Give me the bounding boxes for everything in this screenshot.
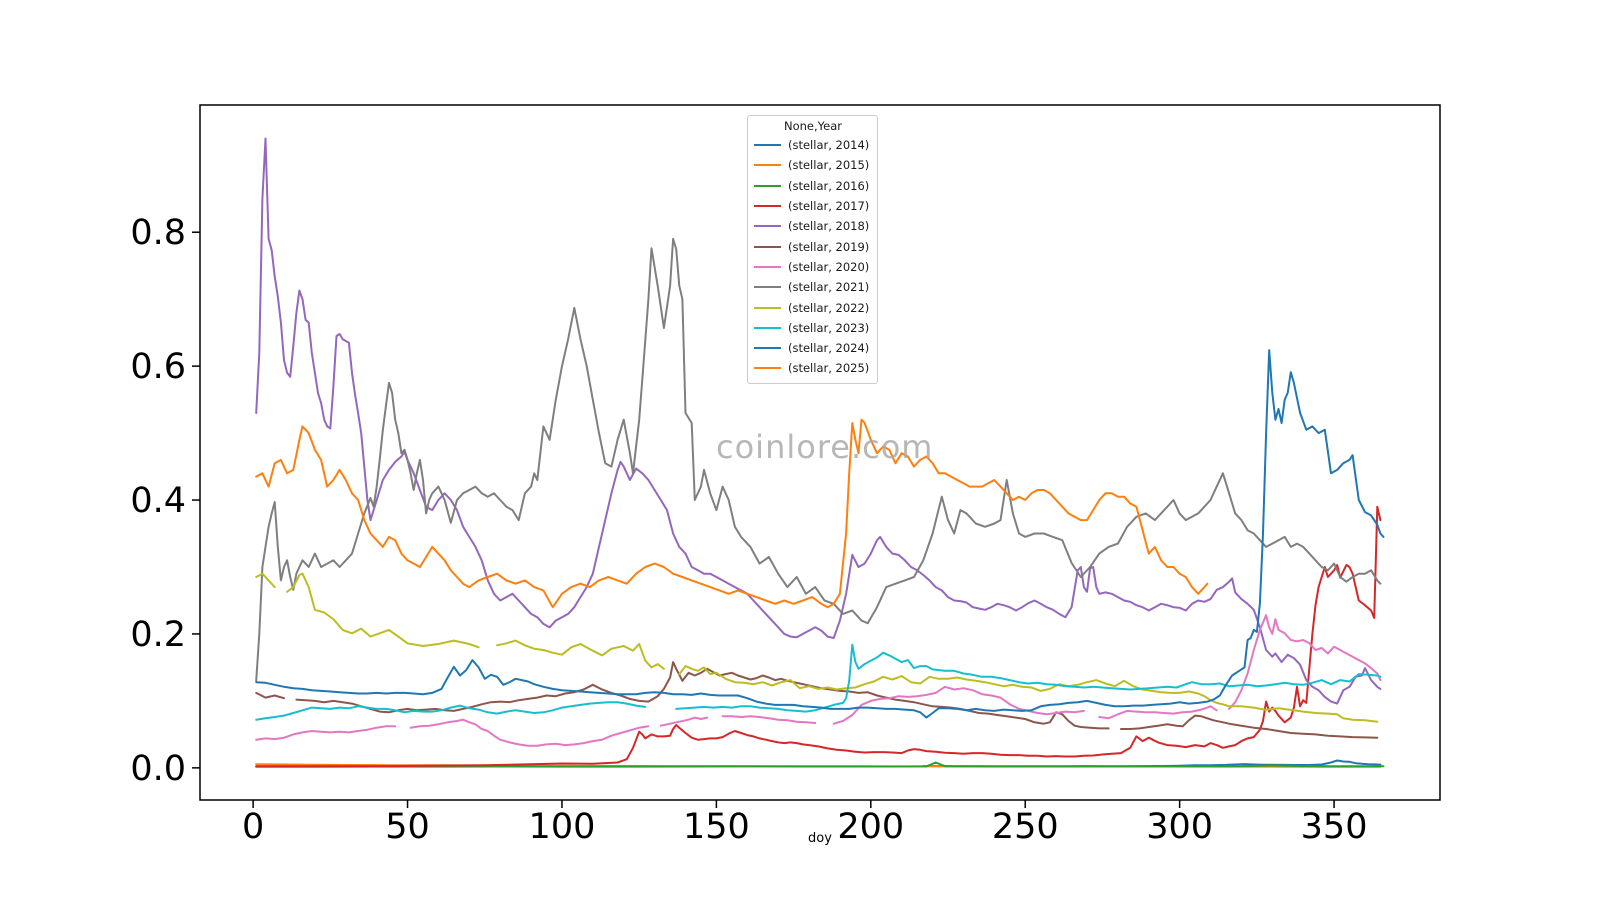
legend-item-2024: (stellar, 2024) bbox=[754, 338, 872, 358]
legend-item-2019: (stellar, 2019) bbox=[754, 236, 872, 256]
x-tick-label: 150 bbox=[683, 807, 750, 847]
legend-label-2023: (stellar, 2023) bbox=[788, 320, 870, 335]
series-line-2020 bbox=[255, 614, 1382, 747]
series-line-2025 bbox=[255, 418, 1209, 609]
legend-items: (stellar, 2014) (stellar, 2015) (stellar, … bbox=[754, 135, 872, 379]
legend-swatch-2023 bbox=[754, 326, 781, 329]
legend-item-2023: (stellar, 2023) bbox=[754, 318, 872, 338]
legend-item-2025: (stellar, 2025) bbox=[754, 358, 872, 378]
legend-item-2015: (stellar, 2015) bbox=[754, 155, 872, 175]
legend-label-2017: (stellar, 2017) bbox=[788, 199, 870, 214]
y-tick-label: 0.8 bbox=[130, 213, 186, 253]
legend-label-2016: (stellar, 2016) bbox=[788, 178, 870, 193]
y-tick-label: 0.4 bbox=[130, 481, 186, 521]
x-tick-label: 50 bbox=[385, 807, 430, 847]
x-tick-label: 200 bbox=[837, 807, 904, 847]
legend-item-2022: (stellar, 2022) bbox=[754, 297, 872, 317]
x-tick-label: 0 bbox=[242, 807, 264, 847]
legend-item-2020: (stellar, 2020) bbox=[754, 257, 872, 277]
legend-label-2019: (stellar, 2019) bbox=[788, 239, 870, 254]
legend-swatch-2016 bbox=[754, 184, 781, 187]
legend-item-2016: (stellar, 2016) bbox=[754, 176, 872, 196]
legend-swatch-2017 bbox=[754, 205, 781, 208]
series-line-2022 bbox=[255, 572, 1379, 723]
legend-swatch-2024 bbox=[754, 347, 781, 350]
legend-swatch-2019 bbox=[754, 245, 781, 248]
x-tick-label: 250 bbox=[992, 807, 1059, 847]
legend-swatch-2025 bbox=[754, 367, 781, 370]
legend-item-2017: (stellar, 2017) bbox=[754, 196, 872, 216]
legend-label-2021: (stellar, 2021) bbox=[788, 280, 870, 295]
legend-label-2020: (stellar, 2020) bbox=[788, 259, 870, 274]
series-line-2023 bbox=[255, 643, 1382, 721]
legend-swatch-2021 bbox=[754, 286, 781, 289]
legend-swatch-2020 bbox=[754, 265, 781, 268]
legend-item-2021: (stellar, 2021) bbox=[754, 277, 872, 297]
legend-label-2024: (stellar, 2024) bbox=[788, 341, 870, 356]
legend-label-2014: (stellar, 2014) bbox=[788, 138, 870, 153]
series-line-2018 bbox=[255, 137, 1382, 705]
x-tick-label: 300 bbox=[1146, 807, 1213, 847]
x-tick-label: 100 bbox=[529, 807, 596, 847]
y-tick-label: 0.2 bbox=[130, 615, 186, 655]
legend-label-2018: (stellar, 2018) bbox=[788, 219, 870, 234]
axes-frame bbox=[199, 104, 1441, 801]
series-line-2016 bbox=[255, 761, 1385, 768]
legend: None,Year (stellar, 2014) (stellar, 2015)… bbox=[747, 115, 878, 384]
legend-item-2018: (stellar, 2018) bbox=[754, 216, 872, 236]
series-line-2024 bbox=[255, 349, 1385, 719]
x-axis-label: doy bbox=[808, 831, 832, 846]
legend-label-2025: (stellar, 2025) bbox=[788, 361, 870, 376]
y-tick-label: 0.0 bbox=[130, 749, 186, 789]
legend-title: None,Year bbox=[783, 119, 842, 133]
legend-item-2014: (stellar, 2014) bbox=[754, 135, 872, 155]
legend-label-2022: (stellar, 2022) bbox=[788, 300, 870, 315]
legend-swatch-2014 bbox=[754, 144, 781, 147]
legend-swatch-2022 bbox=[754, 306, 781, 309]
legend-label-2015: (stellar, 2015) bbox=[788, 158, 870, 173]
legend-swatch-2018 bbox=[754, 225, 781, 228]
series-line-2021 bbox=[255, 237, 1382, 682]
x-tick-label: 350 bbox=[1301, 807, 1368, 847]
legend-swatch-2015 bbox=[754, 164, 781, 167]
series-line-2017 bbox=[255, 505, 1382, 768]
y-tick-label: 0.6 bbox=[130, 347, 186, 387]
